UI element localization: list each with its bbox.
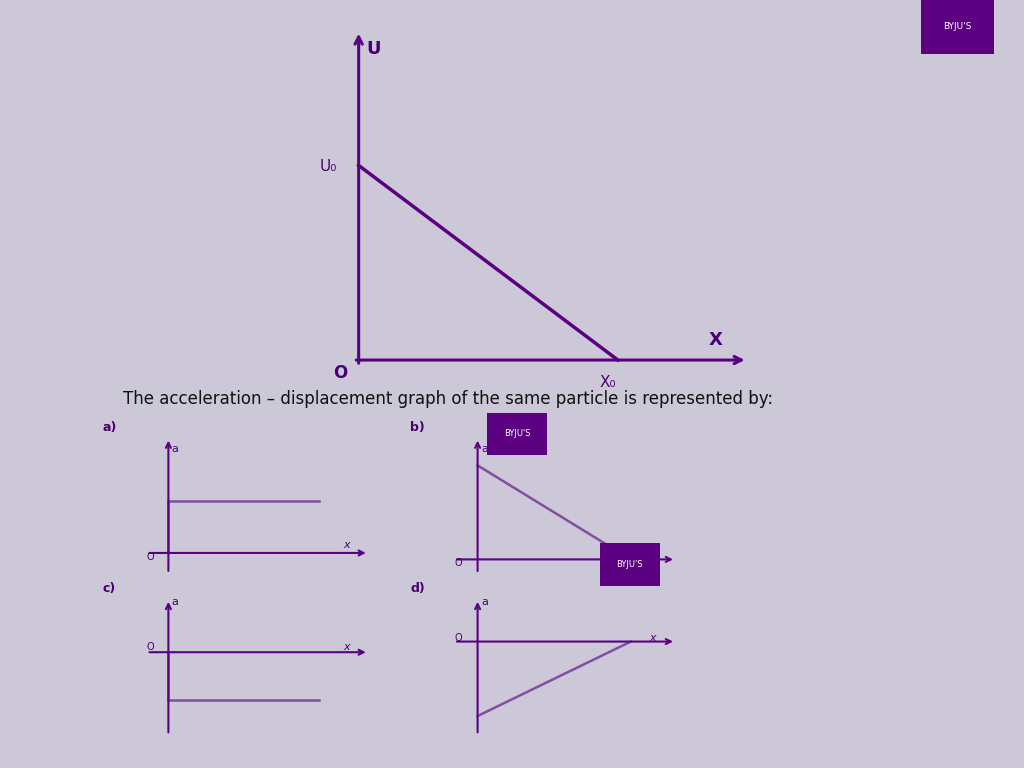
Text: a: a: [172, 598, 178, 607]
Text: a: a: [172, 444, 178, 454]
Text: U: U: [367, 40, 381, 58]
Text: O: O: [333, 364, 347, 382]
Text: c): c): [102, 582, 116, 595]
Text: X: X: [709, 331, 723, 349]
Text: x: x: [649, 633, 655, 643]
Text: a: a: [481, 445, 488, 455]
Text: The acceleration – displacement graph of the same particle is represented by:: The acceleration – displacement graph of…: [123, 390, 773, 409]
Text: O: O: [146, 552, 155, 562]
Text: O: O: [455, 633, 462, 643]
Text: BYJU'S: BYJU'S: [504, 429, 530, 439]
Text: b): b): [410, 421, 425, 434]
Text: x: x: [649, 547, 655, 557]
Text: d): d): [410, 582, 425, 595]
Text: a): a): [102, 421, 117, 434]
Text: O: O: [455, 558, 462, 568]
Text: a: a: [481, 598, 488, 607]
Text: U₀: U₀: [319, 160, 337, 174]
Text: BYJU'S: BYJU'S: [616, 560, 643, 569]
Text: x: x: [344, 642, 350, 652]
Text: X₀: X₀: [600, 375, 616, 390]
Text: x: x: [344, 541, 350, 551]
Text: BYJU'S: BYJU'S: [943, 22, 972, 31]
Text: O: O: [146, 642, 155, 652]
